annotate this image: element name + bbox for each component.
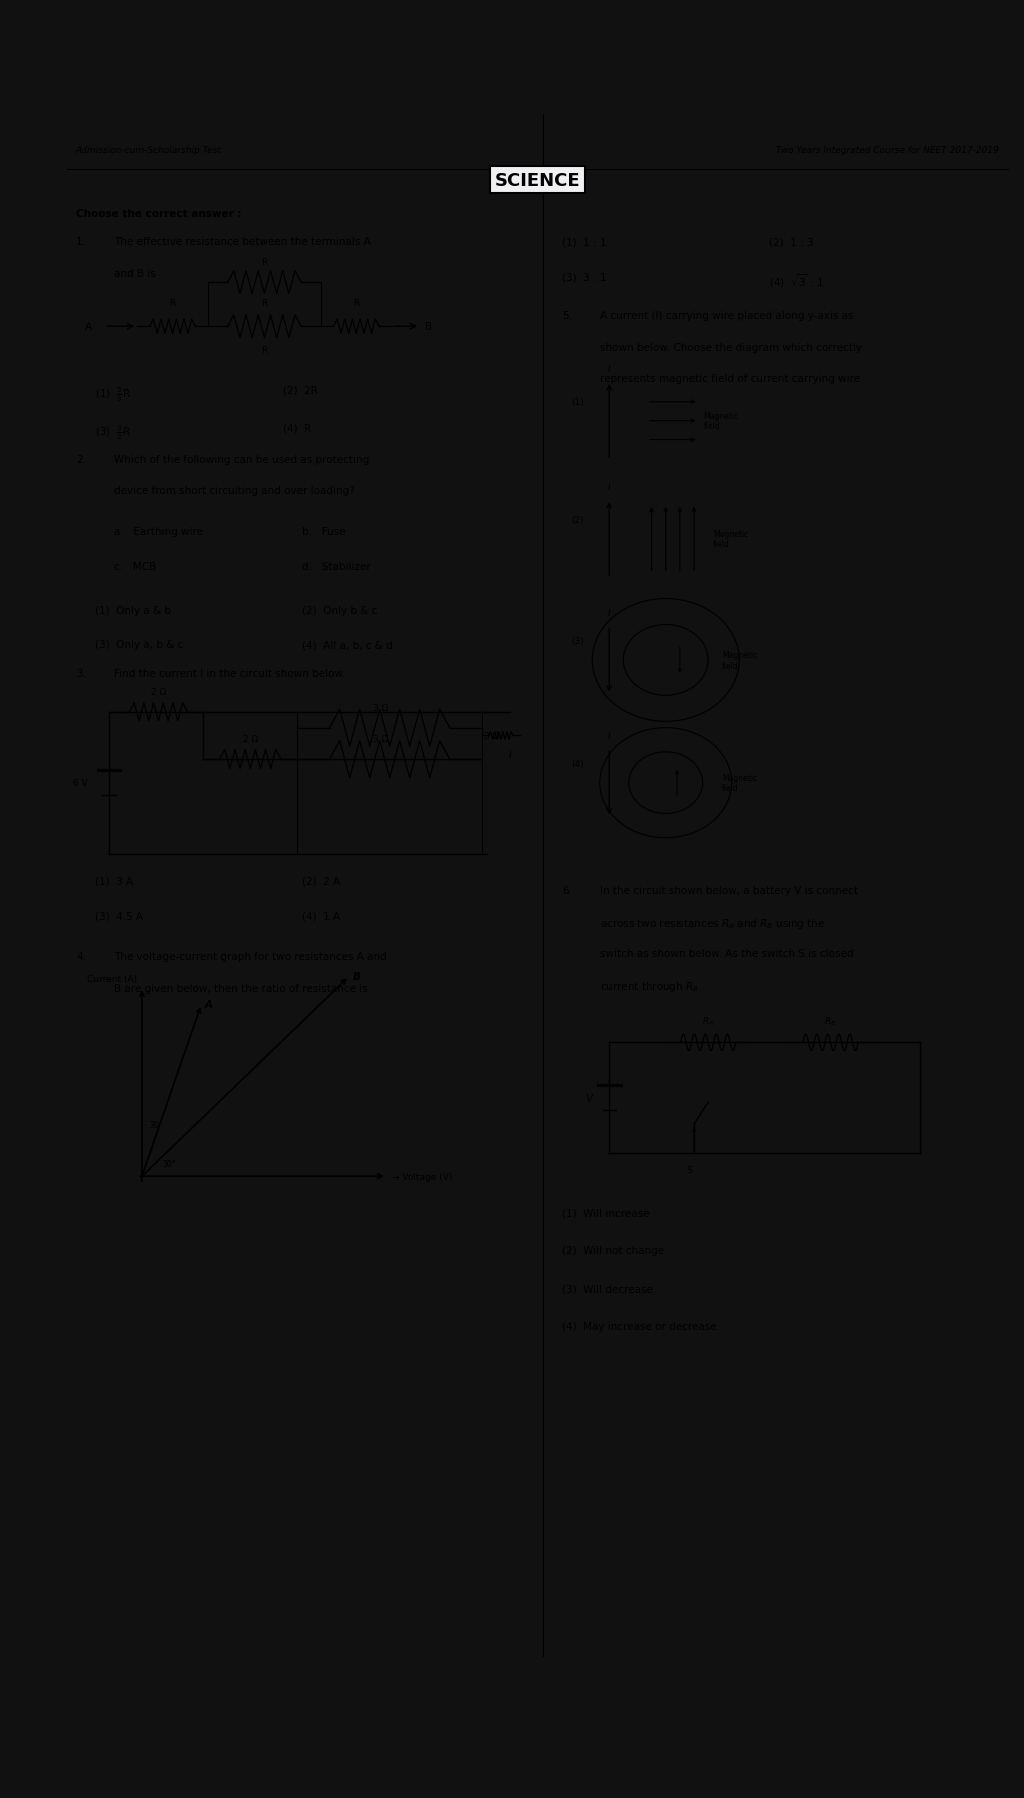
Text: I: I [608,365,610,374]
Text: (1)  Will increase: (1) Will increase [562,1208,649,1217]
Text: Magnetic
field: Magnetic field [703,412,738,432]
Text: The voltage-current graph for two resistances A and: The voltage-current graph for two resist… [114,951,386,962]
Text: Find the current I in the circuit shown below.: Find the current I in the circuit shown … [114,669,345,678]
Text: I: I [509,750,512,759]
Text: a.   Earthing wire: a. Earthing wire [114,527,203,538]
Text: (4)  $\sqrt{3}$ : 1: (4) $\sqrt{3}$ : 1 [769,271,824,289]
Text: and B is: and B is [114,268,156,279]
Text: (1)  1 : 1: (1) 1 : 1 [562,237,606,248]
Text: 4.: 4. [76,951,86,962]
Text: R: R [353,298,359,307]
Text: (2): (2) [571,516,584,525]
Text: The effective resistance between the terminals A: The effective resistance between the ter… [114,237,371,248]
Text: 3 Ω: 3 Ω [373,735,388,744]
Text: (1)  $\frac{5}{3}$R: (1) $\frac{5}{3}$R [95,385,131,405]
Text: 5.: 5. [562,311,572,322]
Text: represents magnetic field of current carrying wire.: represents magnetic field of current car… [600,374,863,385]
Text: SCIENCE: SCIENCE [495,171,581,191]
Text: 30°: 30° [163,1160,176,1169]
Text: R: R [261,298,267,307]
Text: (2)  Will not change: (2) Will not change [562,1246,665,1255]
Text: Magnetic
field: Magnetic field [722,651,758,671]
Text: 2 Ω: 2 Ω [151,687,166,696]
Text: 30°: 30° [150,1120,163,1129]
Text: A: A [204,1000,212,1010]
Text: S: S [686,1165,692,1174]
Text: B are given below, then the ratio of resistance is: B are given below, then the ratio of res… [114,984,368,992]
Text: (3)  3 : 1: (3) 3 : 1 [562,271,606,282]
Text: 6.: 6. [562,886,572,895]
Text: 2 Ω: 2 Ω [243,735,258,744]
Text: $R_B$: $R_B$ [824,1014,837,1027]
Text: 3.: 3. [76,669,86,678]
Text: 2.: 2. [76,455,86,464]
Text: R: R [169,298,176,307]
Text: b.   Fuse: b. Fuse [302,527,345,538]
Text: Choose the correct answer :: Choose the correct answer : [76,209,242,219]
Text: (2)  2R: (2) 2R [284,385,318,396]
Text: c.   MCB: c. MCB [114,561,156,572]
Text: $R_A$: $R_A$ [702,1014,714,1027]
Text: Which of the following can be used as protecting: Which of the following can be used as pr… [114,455,369,464]
Text: (4): (4) [571,759,584,770]
Text: (1)  3 A: (1) 3 A [95,876,133,886]
Text: 6 V: 6 V [74,779,88,788]
Text: In the circuit shown below, a battery V is connect: In the circuit shown below, a battery V … [600,886,858,895]
Text: 3 Ω: 3 Ω [483,732,499,741]
Text: (4)  All a, b, c & d: (4) All a, b, c & d [302,640,393,651]
Text: R: R [261,259,267,268]
Text: (1): (1) [571,397,585,406]
Text: (4)  R: (4) R [284,423,311,433]
Text: device from short circuiting and over loading?: device from short circuiting and over lo… [114,485,354,496]
Text: (4)  1 A: (4) 1 A [302,912,340,921]
Text: 3 Ω: 3 Ω [373,703,388,712]
Text: A current (I) carrying wire placed along y-axis as: A current (I) carrying wire placed along… [600,311,853,322]
Text: A: A [85,322,92,333]
Text: → Voltage (V): → Voltage (V) [391,1172,452,1181]
Text: (1)  Only a & b: (1) Only a & b [95,606,171,615]
Text: Two Years Integrated Course for NEET 2017-2019: Two Years Integrated Course for NEET 201… [776,146,999,155]
Text: current through $R_B$.: current through $R_B$. [600,980,701,994]
Text: (4)  May increase or decrease: (4) May increase or decrease [562,1322,717,1331]
Text: 1.: 1. [76,237,86,248]
Text: (3)  Will decrease: (3) Will decrease [562,1284,653,1293]
Text: Magnetic
field: Magnetic field [722,773,758,793]
Text: R: R [261,345,267,354]
Text: B: B [425,322,432,333]
Text: B: B [353,971,360,982]
Text: (2)  1 : 3: (2) 1 : 3 [769,237,814,248]
Text: I: I [608,732,610,741]
Text: I: I [608,610,610,619]
Text: across two resistances $R_A$ and $R_B$ using the: across two resistances $R_A$ and $R_B$ u… [600,917,825,931]
Text: (3)  Only a, b & c: (3) Only a, b & c [95,640,183,651]
Text: d.   Stabilizer: d. Stabilizer [302,561,371,572]
Text: I: I [608,484,610,493]
Text: (3)  4.5 A: (3) 4.5 A [95,912,143,921]
Text: shown below. Choose the diagram which correctly: shown below. Choose the diagram which co… [600,343,862,352]
Text: switch as shown below. As the switch S is closed: switch as shown below. As the switch S i… [600,949,853,958]
Text: (2)  2 A: (2) 2 A [302,876,340,886]
Text: (3)  $\frac{3}{2}$R: (3) $\frac{3}{2}$R [95,423,131,442]
Text: Admission-cum-Scholarship Test: Admission-cum-Scholarship Test [76,146,222,155]
Text: V: V [585,1093,592,1102]
Text: Current (A): Current (A) [87,975,137,984]
Text: (3): (3) [571,636,585,645]
Text: (2)  Only b & c: (2) Only b & c [302,606,378,615]
Text: Magnetic
field: Magnetic field [713,530,749,548]
